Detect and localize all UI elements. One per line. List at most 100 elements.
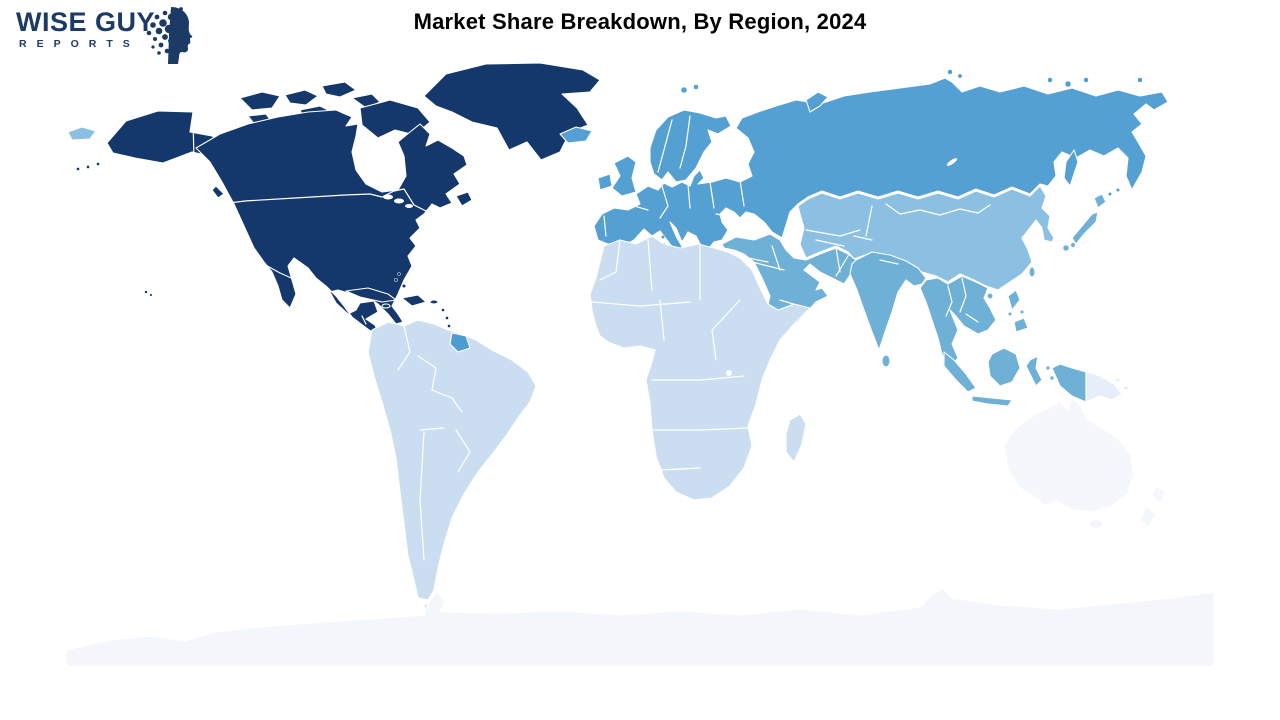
map-new-zealand-north bbox=[1151, 485, 1167, 505]
map-indochina bbox=[919, 275, 997, 369]
map-puerto-rico bbox=[429, 299, 439, 305]
map-sakhalin bbox=[1063, 149, 1079, 187]
wise-guy-reports-logo: WISE GUY REPORTS bbox=[16, 5, 197, 70]
south-america-borders bbox=[397, 325, 471, 561]
map-kyushu-shikoku bbox=[1062, 242, 1076, 252]
map-madagascar bbox=[785, 413, 807, 463]
asia-border bbox=[865, 205, 873, 237]
map-cuba bbox=[345, 287, 397, 303]
af-border bbox=[659, 467, 701, 471]
af-border bbox=[647, 239, 653, 291]
map-java bbox=[971, 395, 1013, 407]
map-great-lakes bbox=[383, 194, 413, 208]
af-border bbox=[651, 375, 745, 381]
af-border bbox=[659, 299, 665, 341]
eu-border bbox=[679, 115, 691, 169]
logo-text: WISE GUY REPORTS bbox=[16, 7, 156, 51]
central-asia-borders bbox=[805, 203, 991, 247]
eu-border bbox=[739, 179, 745, 207]
asia-border bbox=[805, 229, 861, 237]
map-scandinavia bbox=[649, 109, 732, 183]
europe-borders bbox=[603, 115, 745, 237]
sea-border bbox=[965, 313, 979, 323]
region-europe-russia bbox=[559, 69, 1169, 262]
map-india bbox=[849, 251, 927, 351]
eu-border bbox=[659, 185, 669, 219]
us-canada-border bbox=[196, 188, 427, 212]
philippine-islands bbox=[1007, 309, 1025, 317]
map-french-guiana bbox=[449, 332, 471, 353]
map-lake-victoria bbox=[726, 370, 732, 376]
map-japan bbox=[1062, 193, 1107, 252]
map-jamaica bbox=[381, 303, 391, 309]
region-central-east-asia bbox=[67, 126, 1055, 291]
map-mindanao bbox=[1013, 317, 1029, 333]
region-middle-east-south-asia bbox=[721, 193, 1107, 407]
af-border bbox=[651, 427, 749, 431]
map-moluccas bbox=[1045, 365, 1055, 381]
head-profile-dots-icon bbox=[141, 5, 197, 70]
eu-border bbox=[715, 213, 737, 219]
map-hainan bbox=[986, 292, 994, 300]
map-luzon bbox=[1007, 289, 1021, 311]
me-border bbox=[751, 261, 785, 271]
sea-border bbox=[945, 285, 953, 317]
map-sumatra bbox=[943, 351, 977, 393]
eu-border bbox=[687, 183, 691, 209]
map-ireland bbox=[597, 173, 613, 191]
map-iceland bbox=[559, 126, 593, 144]
map-indonesia bbox=[943, 347, 1087, 407]
sa-border bbox=[431, 389, 463, 413]
map-kuril-islands bbox=[1107, 187, 1121, 197]
logo-wordmark: WISE GUY bbox=[16, 7, 156, 37]
eu-border bbox=[657, 119, 673, 173]
map-lake-baikal bbox=[946, 158, 958, 166]
map-borneo bbox=[987, 347, 1021, 387]
map-arctic-islands bbox=[680, 69, 1143, 94]
middle-east-borders bbox=[747, 245, 849, 307]
map-papua-new-guinea bbox=[1085, 371, 1123, 403]
head-dots bbox=[146, 7, 193, 64]
map-taiwan bbox=[1028, 266, 1036, 278]
asia-border bbox=[853, 235, 873, 241]
sa-border bbox=[419, 427, 445, 431]
sa-border bbox=[455, 429, 471, 473]
central-america-borders bbox=[361, 315, 398, 345]
sa-border bbox=[417, 355, 437, 391]
arctic-island bbox=[239, 91, 281, 111]
map-new-zealand-south bbox=[1139, 505, 1157, 529]
region-north-america bbox=[76, 62, 601, 350]
logo-subtitle: REPORTS bbox=[19, 38, 140, 51]
map-novaya-zemlya bbox=[805, 91, 829, 113]
map-philippines bbox=[1007, 289, 1029, 333]
map-aleutian-islands bbox=[76, 162, 100, 171]
map-greenland bbox=[423, 62, 601, 161]
me-border bbox=[835, 255, 849, 277]
sea-border bbox=[879, 259, 899, 265]
africa-borders bbox=[591, 239, 749, 471]
me-border bbox=[771, 245, 781, 271]
us-mexico-border bbox=[261, 262, 331, 293]
sea-border bbox=[959, 277, 967, 313]
eu-border bbox=[633, 205, 649, 211]
eu-border bbox=[603, 215, 607, 237]
map-australia bbox=[1003, 397, 1135, 513]
map-new-britain bbox=[1115, 377, 1129, 391]
map-antarctica bbox=[65, 587, 1215, 667]
sa-border bbox=[419, 431, 425, 561]
map-hokkaido bbox=[1093, 193, 1107, 209]
me-border bbox=[747, 257, 769, 263]
map-hawaii bbox=[144, 290, 153, 297]
eu-border bbox=[709, 181, 715, 209]
map-africa bbox=[589, 235, 811, 501]
asia-border bbox=[815, 239, 845, 247]
sa-border bbox=[397, 325, 411, 371]
map-newfoundland bbox=[455, 191, 473, 207]
asia-border bbox=[885, 203, 991, 216]
af-border bbox=[711, 299, 741, 361]
map-hispaniola bbox=[401, 294, 427, 307]
region-south-america bbox=[367, 319, 537, 610]
map-great-britain bbox=[611, 155, 637, 197]
region-africa bbox=[589, 235, 811, 501]
